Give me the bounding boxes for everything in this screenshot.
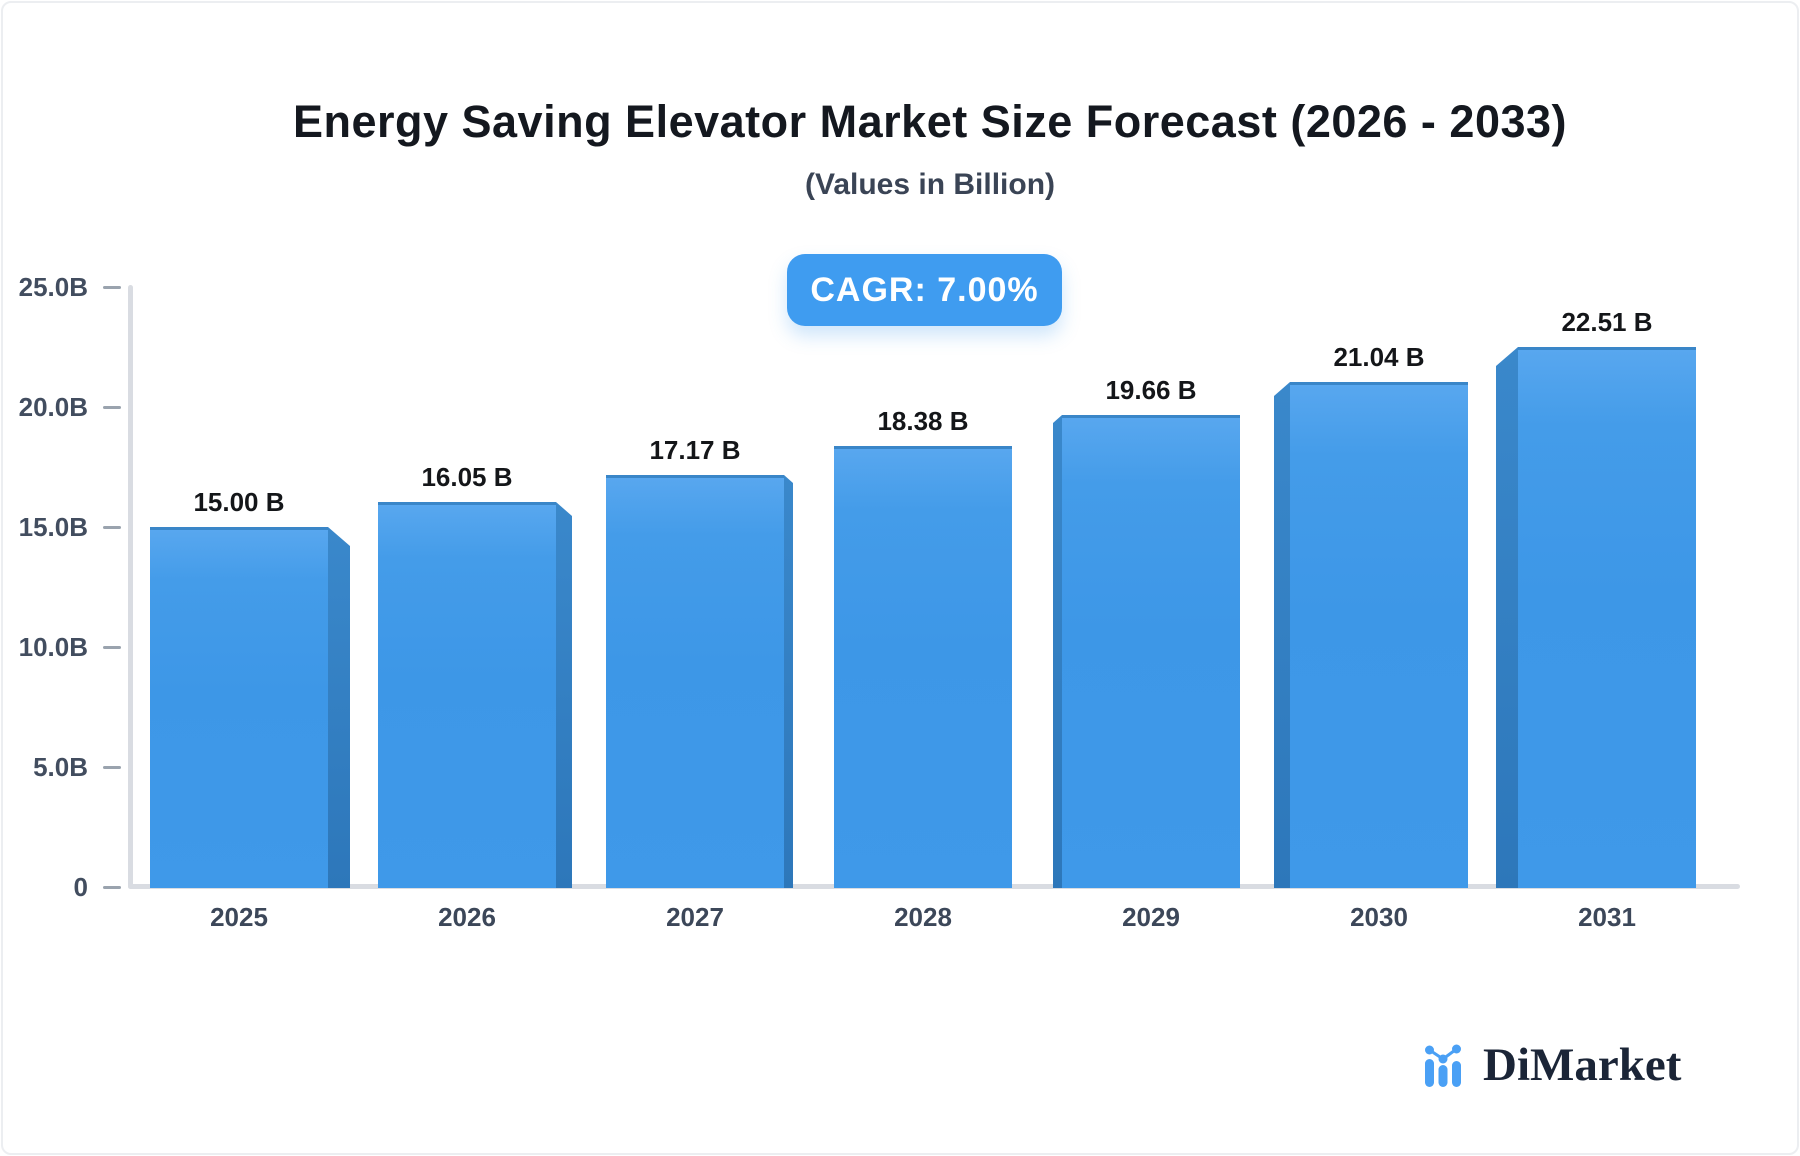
bar-chart-logo-icon bbox=[1425, 1044, 1461, 1087]
bar-2030[interactable] bbox=[1274, 382, 1468, 888]
x-axis-label-2028: 2028 bbox=[894, 902, 952, 932]
bar-2029[interactable] bbox=[1053, 415, 1240, 888]
y-axis-tick-mark bbox=[103, 766, 121, 769]
dimarket-logo: DiMarket bbox=[1422, 1040, 1681, 1090]
bar-value-label: 19.66 B bbox=[1105, 375, 1197, 405]
x-axis-label-2027: 2027 bbox=[666, 902, 724, 932]
bar-face[interactable] bbox=[1518, 347, 1696, 888]
chart-subtitle: (Values in Billion) bbox=[804, 168, 1056, 201]
y-axis-label: 0 bbox=[73, 872, 88, 902]
bar-side-face bbox=[1274, 382, 1290, 888]
y-axis-line bbox=[128, 285, 133, 889]
y-axis-label: 10.0B bbox=[18, 632, 88, 662]
bar-value-label: 22.51 B bbox=[1561, 307, 1653, 337]
y-axis-tick-mark bbox=[103, 646, 121, 649]
x-axis-label-2025: 2025 bbox=[210, 902, 268, 932]
x-axis-label-2030: 2030 bbox=[1350, 902, 1408, 932]
bar-side-face bbox=[1496, 347, 1518, 888]
bar-2027[interactable] bbox=[606, 475, 793, 888]
bar-value-label: 18.38 B bbox=[877, 406, 969, 436]
y-axis-tick-mark bbox=[103, 526, 121, 529]
bar-2026[interactable] bbox=[378, 502, 572, 888]
x-axis-label-2026: 2026 bbox=[438, 902, 496, 932]
dimarket-logo-text: DiMarket bbox=[1483, 1039, 1682, 1091]
bar-value-label: 17.17 B bbox=[649, 435, 741, 465]
y-axis-label: 5.0B bbox=[33, 752, 88, 782]
bar-side-face bbox=[1053, 415, 1062, 888]
bar-face[interactable] bbox=[150, 527, 328, 888]
bar-face[interactable] bbox=[606, 475, 784, 888]
bar-value-label: 21.04 B bbox=[1333, 342, 1425, 372]
chart-title: Energy Saving Elevator Market Size Forec… bbox=[292, 96, 1568, 147]
x-axis-label-2029: 2029 bbox=[1122, 902, 1180, 932]
bar-value-label: 15.00 B bbox=[193, 487, 285, 517]
y-axis-label: 20.0B bbox=[18, 392, 88, 422]
y-axis-label: 15.0B bbox=[18, 512, 88, 542]
bar-side-face bbox=[556, 502, 572, 888]
y-axis-tick-mark bbox=[103, 286, 121, 289]
bar-value-label: 16.05 B bbox=[421, 462, 513, 492]
bar-2031[interactable] bbox=[1496, 347, 1696, 888]
bar-face[interactable] bbox=[1290, 382, 1468, 888]
y-axis-tick-mark bbox=[103, 406, 121, 409]
bar-2025[interactable] bbox=[150, 527, 350, 888]
bar-face[interactable] bbox=[834, 446, 1012, 888]
bar-face[interactable] bbox=[1062, 415, 1240, 888]
y-axis-label: 25.0B bbox=[18, 272, 88, 302]
bar-side-face bbox=[328, 527, 350, 888]
x-axis-label-2031: 2031 bbox=[1578, 902, 1636, 932]
cagr-badge: CAGR: 7.00% bbox=[787, 254, 1062, 326]
y-axis-tick-mark bbox=[103, 886, 121, 889]
bar-face[interactable] bbox=[378, 502, 556, 888]
bar-side-face bbox=[784, 475, 793, 888]
bar-2028[interactable] bbox=[834, 446, 1012, 888]
